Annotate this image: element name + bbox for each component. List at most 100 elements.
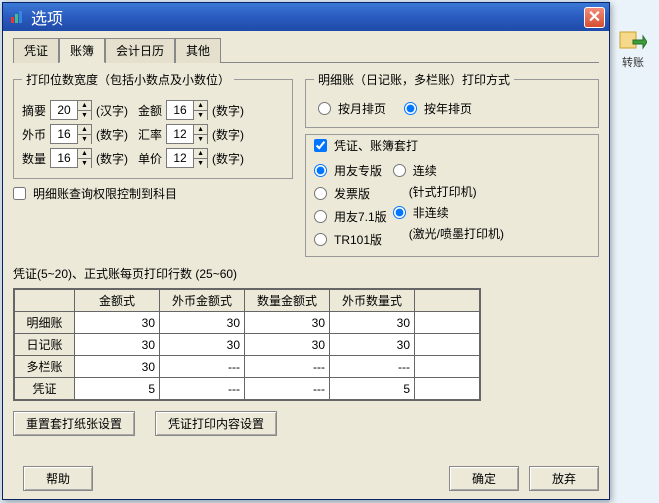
transfer-label: 转账 bbox=[622, 57, 644, 69]
titlebar[interactable]: 选项 ✕ bbox=[3, 3, 609, 31]
window-icon bbox=[9, 9, 25, 25]
amount-input[interactable] bbox=[167, 101, 193, 119]
by-year-label: 按年排页 bbox=[424, 100, 472, 117]
transfer-shortcut[interactable]: 转账 bbox=[613, 28, 653, 68]
detail-perm-checkbox[interactable] bbox=[13, 187, 26, 200]
continuous-radio[interactable] bbox=[393, 164, 406, 177]
tab-calendar[interactable]: 会计日历 bbox=[105, 38, 175, 63]
qty-label: 数量 bbox=[22, 150, 46, 167]
noncontinuous-radio[interactable] bbox=[393, 206, 406, 219]
table-row: 日记账 30 30 30 30 bbox=[15, 334, 480, 356]
tr101-radio[interactable] bbox=[314, 233, 327, 246]
spin-up[interactable]: ▲ bbox=[78, 125, 91, 135]
by-year-radio[interactable] bbox=[404, 102, 417, 115]
rate-input[interactable] bbox=[167, 125, 193, 143]
detail-perm-label: 明细账查询权限控制到科目 bbox=[33, 185, 177, 202]
spin-down[interactable]: ▼ bbox=[78, 111, 91, 120]
table-row: 多栏账 30 --- --- --- bbox=[15, 356, 480, 378]
tr101-label: TR101版 bbox=[334, 231, 382, 248]
yy71-radio[interactable] bbox=[314, 210, 327, 223]
transfer-icon bbox=[619, 28, 647, 52]
col-amount[interactable]: 金额式 bbox=[75, 290, 160, 312]
desktop-background: 转账 bbox=[609, 0, 659, 503]
amount-spinner[interactable]: ▲▼ bbox=[166, 100, 208, 120]
forex-input[interactable] bbox=[51, 125, 77, 143]
spin-up[interactable]: ▲ bbox=[194, 149, 207, 159]
rate-unit: (数字) bbox=[212, 126, 244, 143]
abstract-unit: (汉字) bbox=[96, 102, 128, 119]
ok-button[interactable]: 确定 bbox=[449, 466, 519, 491]
by-month-label: 按月排页 bbox=[338, 100, 386, 117]
print-width-group: 打印位数宽度（包括小数点及小数位） 摘要 ▲▼ (汉字) 金额 ▲▼ bbox=[13, 71, 293, 179]
spin-up[interactable]: ▲ bbox=[78, 149, 91, 159]
lines-table[interactable]: 金额式 外币金额式 数量金额式 外币数量式 明细账 30 30 30 30 bbox=[14, 289, 480, 400]
close-button[interactable]: ✕ bbox=[584, 7, 605, 28]
abstract-input[interactable] bbox=[51, 101, 77, 119]
spin-down[interactable]: ▼ bbox=[78, 159, 91, 168]
col-forex-amount[interactable]: 外币金额式 bbox=[160, 290, 245, 312]
overlay-label: 凭证、账簿套打 bbox=[334, 137, 418, 154]
spin-up[interactable]: ▲ bbox=[78, 101, 91, 111]
price-unit: (数字) bbox=[212, 150, 244, 167]
amount-label: 金额 bbox=[138, 102, 162, 119]
table-row: 明细账 30 30 30 30 bbox=[15, 312, 480, 334]
price-input[interactable] bbox=[167, 149, 193, 167]
row-detail[interactable]: 明细账 bbox=[15, 312, 75, 334]
table-pad bbox=[415, 290, 480, 312]
continuous-hint: (针式打印机) bbox=[409, 183, 504, 200]
spin-down[interactable]: ▼ bbox=[78, 135, 91, 144]
help-button[interactable]: 帮助 bbox=[23, 466, 93, 491]
yy71-label: 用友7.1版 bbox=[334, 208, 387, 225]
overlay-checkbox[interactable] bbox=[314, 139, 327, 152]
forex-label: 外币 bbox=[22, 126, 46, 143]
lines-per-page-label: 凭证(5~20)、正式账每页打印行数 (25~60) bbox=[13, 265, 599, 282]
col-qty-amount[interactable]: 数量金额式 bbox=[245, 290, 330, 312]
close-icon: ✕ bbox=[588, 7, 601, 27]
noncontinuous-label: 非连续 bbox=[413, 204, 449, 221]
spin-down[interactable]: ▼ bbox=[194, 159, 207, 168]
invoice-label: 发票版 bbox=[334, 185, 370, 202]
yonyou-radio[interactable] bbox=[314, 164, 327, 177]
tab-voucher[interactable]: 凭证 bbox=[13, 38, 59, 63]
by-month-radio[interactable] bbox=[318, 102, 331, 115]
noncontinuous-hint: (激光/喷墨打印机) bbox=[409, 225, 504, 242]
qty-unit: (数字) bbox=[96, 150, 128, 167]
amount-unit: (数字) bbox=[212, 102, 244, 119]
price-label: 单价 bbox=[138, 150, 162, 167]
lines-table-wrap: 金额式 外币金额式 数量金额式 外币数量式 明细账 30 30 30 30 bbox=[13, 288, 481, 401]
qty-spinner[interactable]: ▲▼ bbox=[50, 148, 92, 168]
window-title: 选项 bbox=[31, 5, 584, 29]
abstract-spinner[interactable]: ▲▼ bbox=[50, 100, 92, 120]
qty-input[interactable] bbox=[51, 149, 77, 167]
options-window: 选项 ✕ 凭证 账簿 会计日历 其他 打印位数宽度（包括小数点及小数位） 摘要 … bbox=[2, 2, 610, 500]
yonyou-label: 用友专版 bbox=[334, 162, 382, 179]
spin-up[interactable]: ▲ bbox=[194, 125, 207, 135]
table-corner bbox=[15, 290, 75, 312]
print-width-legend: 打印位数宽度（包括小数点及小数位） bbox=[22, 71, 234, 88]
voucher-print-content-button[interactable]: 凭证打印内容设置 bbox=[155, 411, 277, 436]
rate-spinner[interactable]: ▲▼ bbox=[166, 124, 208, 144]
invoice-radio[interactable] bbox=[314, 187, 327, 200]
col-forex-qty[interactable]: 外币数量式 bbox=[330, 290, 415, 312]
tabstrip: 凭证 账簿 会计日历 其他 bbox=[13, 37, 599, 63]
row-voucher[interactable]: 凭证 bbox=[15, 378, 75, 400]
table-row: 凭证 5 --- --- 5 bbox=[15, 378, 480, 400]
price-spinner[interactable]: ▲▼ bbox=[166, 148, 208, 168]
row-journal[interactable]: 日记账 bbox=[15, 334, 75, 356]
continuous-label: 连续 bbox=[413, 162, 437, 179]
spin-down[interactable]: ▼ bbox=[194, 111, 207, 120]
tab-other[interactable]: 其他 bbox=[175, 38, 221, 63]
forex-unit: (数字) bbox=[96, 126, 128, 143]
spin-up[interactable]: ▲ bbox=[194, 101, 207, 111]
spin-down[interactable]: ▼ bbox=[194, 135, 207, 144]
detail-print-legend: 明细账（日记账，多栏账）打印方式 bbox=[314, 71, 514, 88]
abstract-label: 摘要 bbox=[22, 102, 46, 119]
rate-label: 汇率 bbox=[138, 126, 162, 143]
forex-spinner[interactable]: ▲▼ bbox=[50, 124, 92, 144]
overlay-print-group: 凭证、账簿套打 用友专版 发票版 用友7.1版 TR101版 连续 (针式打印机… bbox=[305, 134, 599, 257]
detail-print-group: 明细账（日记账，多栏账）打印方式 按月排页 按年排页 bbox=[305, 71, 599, 128]
row-multicolumn[interactable]: 多栏账 bbox=[15, 356, 75, 378]
cancel-button[interactable]: 放弃 bbox=[529, 466, 599, 491]
reset-paper-button[interactable]: 重置套打纸张设置 bbox=[13, 411, 135, 436]
tab-ledger[interactable]: 账簿 bbox=[59, 38, 105, 63]
